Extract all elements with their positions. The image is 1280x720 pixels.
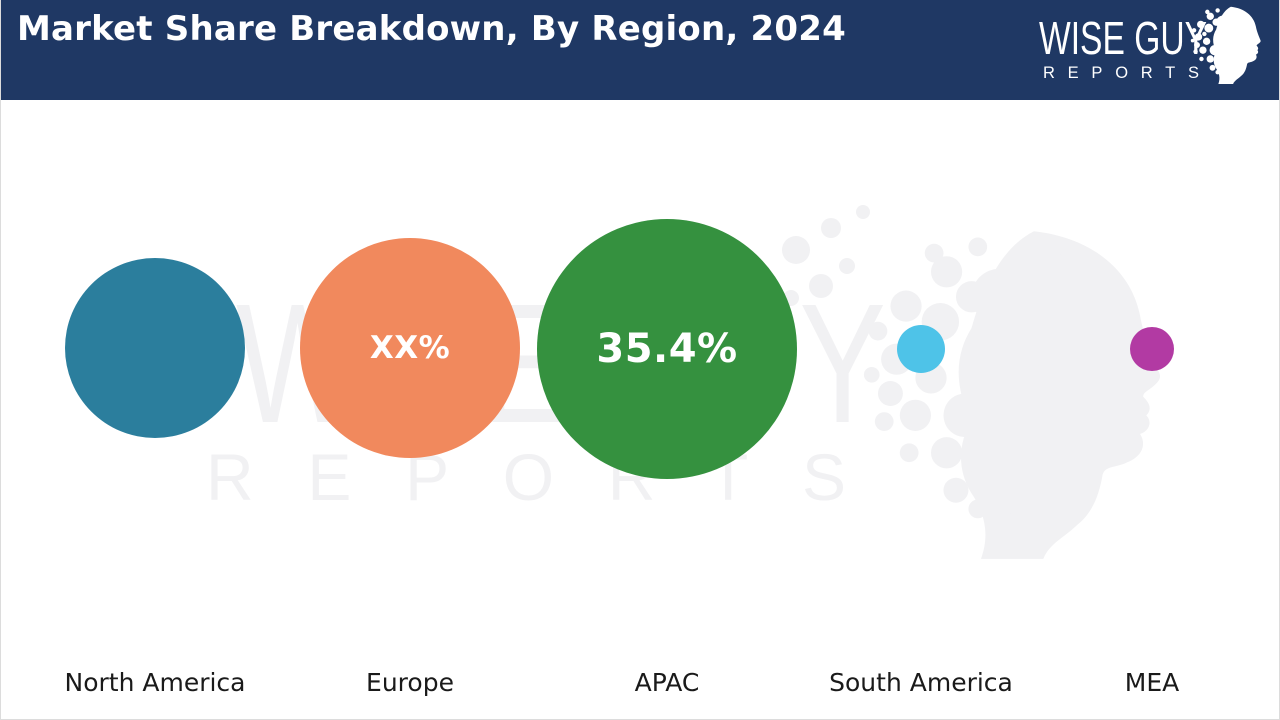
bubble-layer: XX% 35.4% [1, 100, 1279, 719]
category-label-south-america: South America [829, 668, 1013, 697]
wiseguy-logo: WISE GUY REPORTS [1039, 6, 1261, 84]
logo-line1: WISE GUY [1039, 12, 1207, 64]
bubble-value-label-apac: 35.4% [596, 326, 738, 372]
category-label-apac: APAC [634, 668, 700, 697]
bubble-value-label-europe: XX% [369, 330, 451, 366]
category-label-north-america: North America [64, 668, 246, 697]
category-label-mea: MEA [1124, 668, 1180, 697]
bubble-apac: 35.4% [537, 219, 797, 479]
bubble-mea [1130, 327, 1174, 371]
bubble-europe: XX% [300, 238, 520, 458]
logo-line2: REPORTS [1043, 64, 1199, 82]
header-bar: Market Share Breakdown, By Region, 2024 … [1, 0, 1279, 100]
bubble-chart: WISE GUY REPORTS XX%35.4% North AmericaE… [1, 100, 1279, 719]
bubble-south-america [897, 325, 945, 373]
category-label-europe: Europe [366, 668, 454, 697]
page-title: Market Share Breakdown, By Region, 2024 [17, 9, 846, 49]
bubble-north-america [65, 258, 245, 438]
